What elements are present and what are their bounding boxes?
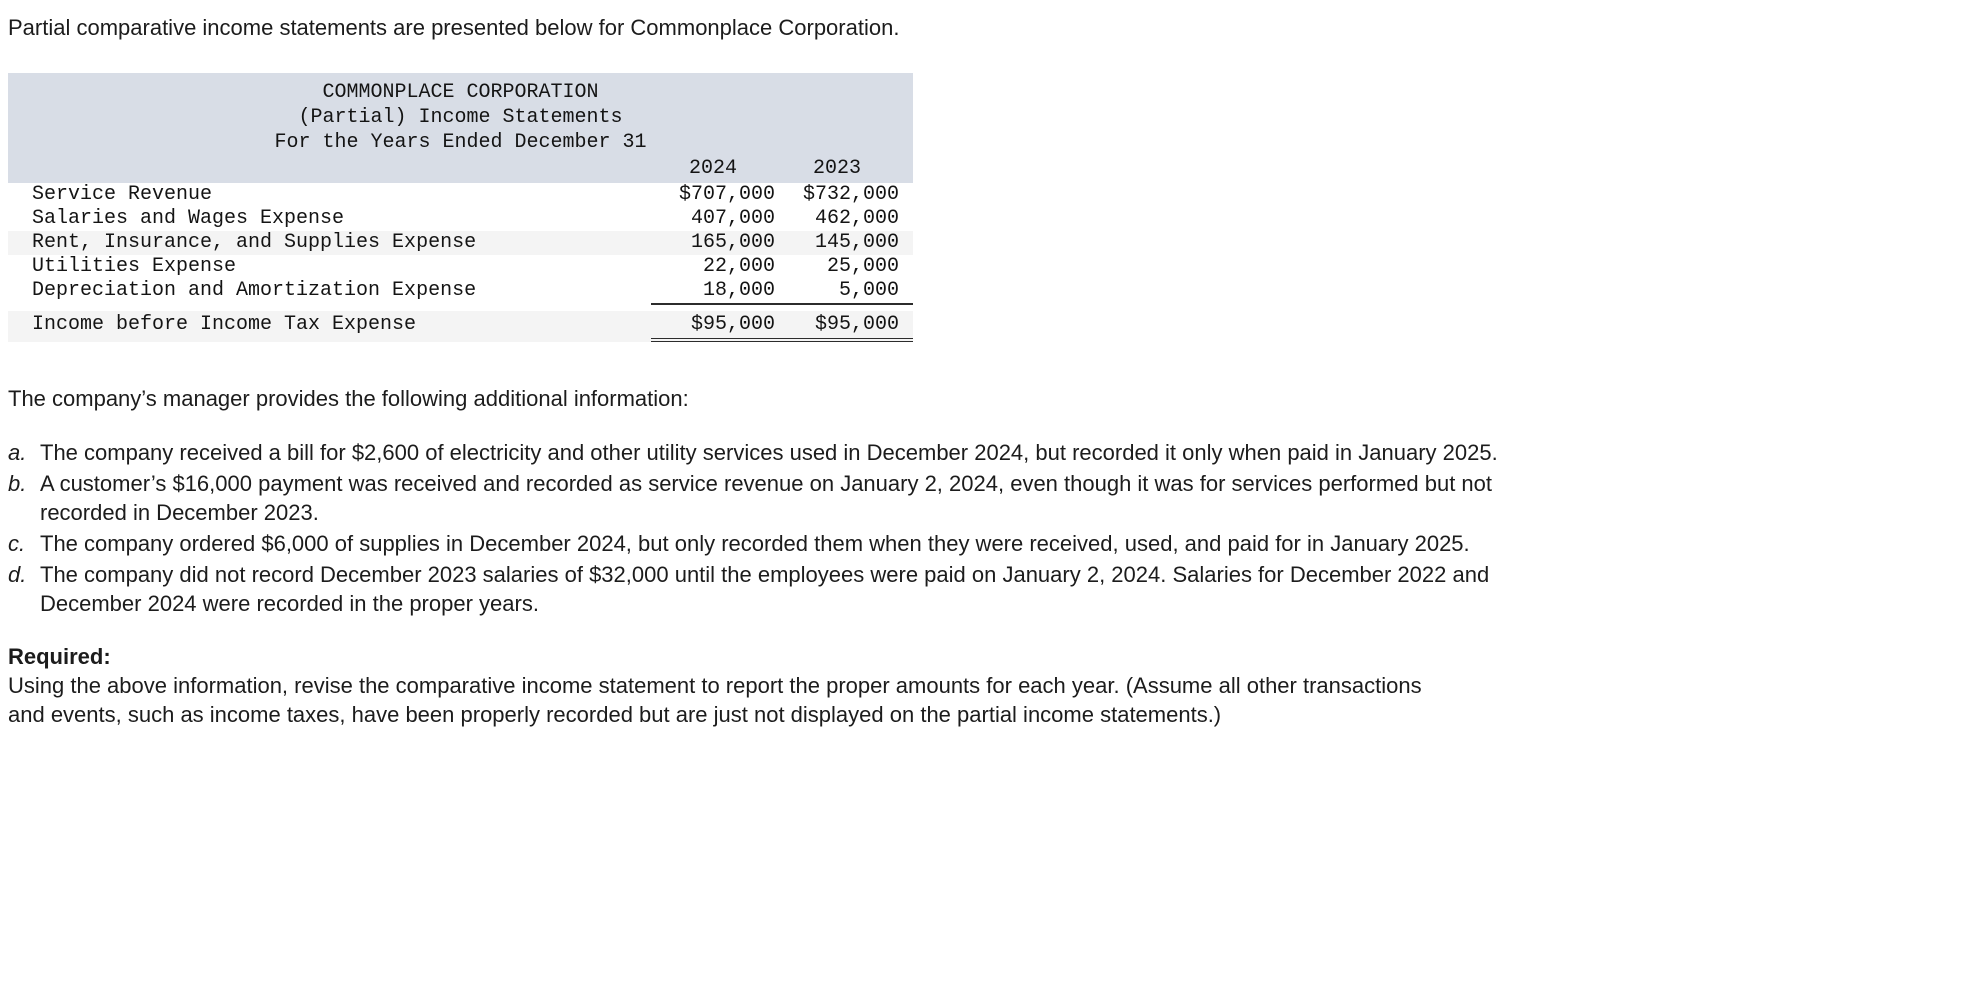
row-amount-2024: 18,000: [702, 279, 775, 302]
table-row-salaries-wages: Salaries and Wages Expense 407,000 462,0…: [8, 207, 913, 231]
row-amount-2023: 25,000: [826, 255, 899, 278]
row-amount-2024: $95,000: [690, 313, 775, 336]
row-amounts: 165,000 145,000: [651, 231, 913, 255]
list-item-a: a. The company received a bill for $2,60…: [8, 438, 1508, 467]
row-amount-2024: 407,000: [690, 207, 775, 230]
statement-title-type: (Partial) Income Statements: [298, 106, 623, 129]
column-header-2024: 2024: [688, 157, 737, 180]
problem-page: Partial comparative income statements ar…: [8, 15, 1978, 729]
row-amounts: 22,000 25,000: [651, 255, 913, 279]
item-marker: c.: [8, 531, 26, 556]
row-amount-2023: $732,000: [802, 183, 899, 206]
required-section: Required: Using the above information, r…: [8, 642, 1978, 729]
table-row-utilities: Utilities Expense 22,000 25,000: [8, 255, 913, 279]
item-text: The company did not record December 2023…: [40, 562, 1490, 616]
row-label: Utilities Expense: [32, 255, 237, 278]
row-amount-2023: $95,000: [814, 313, 899, 336]
row-label: Depreciation and Amortization Expense: [32, 279, 477, 302]
item-text: The company received a bill for $2,600 o…: [40, 440, 1498, 465]
income-statement-table: COMMONPLACE CORPORATION (Partial) Income…: [8, 73, 913, 342]
item-marker: d.: [8, 562, 27, 587]
item-marker: a.: [8, 440, 27, 465]
row-label: Rent, Insurance, and Supplies Expense: [32, 231, 477, 254]
statement-title-company: COMMONPLACE CORPORATION: [322, 81, 599, 104]
row-amount-2024: 22,000: [702, 255, 775, 278]
row-amounts: $707,000 $732,000: [651, 183, 913, 207]
row-label: Income before Income Tax Expense: [32, 313, 417, 336]
list-item-c: c. The company ordered $6,000 of supplie…: [8, 529, 1508, 558]
table-row-depreciation-amortization: Depreciation and Amortization Expense 18…: [8, 279, 913, 305]
intro-text: Partial comparative income statements ar…: [8, 15, 900, 40]
row-label: Service Revenue: [32, 183, 213, 206]
statement-column-headers: 2024 2023: [8, 156, 913, 182]
list-item-d: d. The company did not record December 2…: [8, 560, 1508, 618]
manager-note: The company’s manager provides the follo…: [8, 386, 689, 411]
statement-header: COMMONPLACE CORPORATION (Partial) Income…: [8, 73, 913, 183]
column-header-spacer: [8, 156, 651, 182]
table-row-income-before-tax: Income before Income Tax Expense $95,000…: [8, 311, 913, 342]
row-amount-2024: 165,000: [690, 231, 775, 254]
item-text: A customer’s $16,000 payment was receive…: [40, 471, 1493, 525]
statement-title-period: For the Years Ended December 31: [274, 131, 647, 154]
list-item-b: b. A customer’s $16,000 payment was rece…: [8, 469, 1508, 527]
row-amounts: 407,000 462,000: [651, 207, 913, 231]
row-amounts-subtotal-rule: 18,000 5,000: [651, 279, 913, 305]
item-text: The company ordered $6,000 of supplies i…: [40, 531, 1470, 556]
row-amounts-total-rule: $95,000 $95,000: [651, 311, 913, 342]
column-header-years: 2024 2023: [651, 156, 913, 182]
item-marker: b.: [8, 471, 27, 496]
table-row-service-revenue: Service Revenue $707,000 $732,000: [8, 183, 913, 207]
row-label: Salaries and Wages Expense: [32, 207, 345, 230]
required-label: Required:: [8, 644, 111, 669]
table-row-rent-insurance-supplies: Rent, Insurance, and Supplies Expense 16…: [8, 231, 913, 255]
row-amount-2023: 5,000: [838, 279, 899, 302]
row-amount-2024: $707,000: [678, 183, 775, 206]
required-text: Using the above information, revise the …: [8, 673, 1422, 727]
row-amount-2023: 462,000: [814, 207, 899, 230]
row-amount-2023: 145,000: [814, 231, 899, 254]
column-header-2023: 2023: [812, 157, 861, 180]
additional-information-list: a. The company received a bill for $2,60…: [8, 438, 1508, 618]
